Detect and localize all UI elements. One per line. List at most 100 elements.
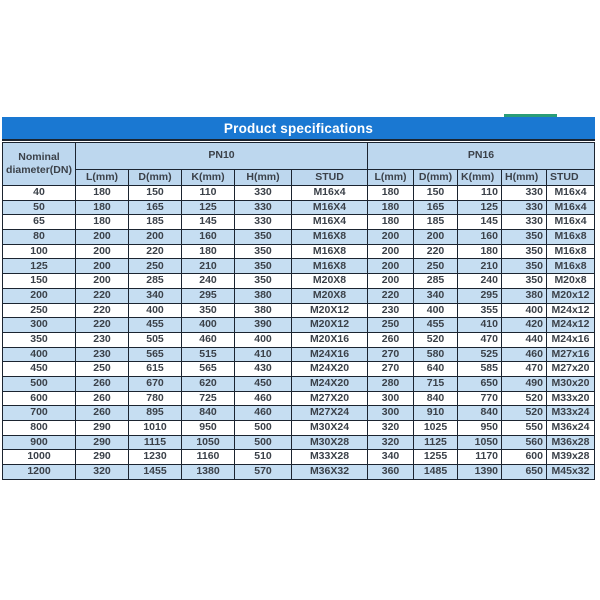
pn16-stud-cell: M20x8 [546,273,595,289]
pn10-l-cell: 180 [75,214,129,231]
pn16-h-cell: 380 [501,287,547,304]
pn16-h-cell: 460 [501,346,547,363]
pn10-stud-cell: M16X4 [291,199,368,216]
pn16-h-cell: 330 [501,199,547,216]
table-row: 900 290 1115 1050 500 M30X28 320 1125 1050 560 M36… [2,434,595,451]
pn10-l-cell: 220 [75,287,129,304]
pn10-k-cell: 400 [181,317,235,333]
pn10-stud-cell: M27X20 [291,390,368,407]
pn10-stud-cell: M24X20 [291,375,368,392]
table-row: 100 200 220 180 350 M16X8 200 220 180 350 M16x8 [2,243,595,260]
pn16-d-cell: 285 [413,273,458,289]
pn16-h-cell: 400 [501,302,547,319]
pn10-h-cell: 380 [234,302,292,319]
pn10-k-cell: 840 [181,405,235,421]
pn10-k-cell: 210 [181,258,235,275]
pn10-h-cell: 460 [234,390,292,407]
pn10-group-header: PN10 [75,142,368,170]
pn16-k-cell: 840 [457,405,502,421]
table-row: 1000 290 1230 1160 510 M33X28 340 1255 1170 600 M3… [2,449,595,466]
pn16-k-cell: 1170 [457,449,502,466]
dn-cell: 250 [2,302,76,319]
pn16-d-cell: 400 [413,302,458,319]
pn10-l-cell: 260 [75,405,129,421]
pn16-l-cell: 270 [367,361,414,377]
dn-cell: 600 [2,390,76,407]
dn-cell: 500 [2,375,76,392]
pn16-l-cell: 220 [367,287,414,304]
pn10-k-cell: 110 [181,185,235,201]
pn10-l-cell: 220 [75,317,129,333]
pn10-stud-header: STUD [291,169,368,186]
pn16-h-cell: 560 [501,434,547,451]
pn16-d-cell: 200 [413,229,458,245]
pn16-l-cell: 340 [367,449,414,466]
table-row: 600 260 780 725 460 M27X20 300 840 770 520 M33x20 [2,390,595,407]
pn10-h-cell: 430 [234,361,292,377]
pn16-d-cell: 185 [413,214,458,231]
pn16-stud-cell: M16x8 [546,229,595,245]
pn16-k-cell: 355 [457,302,502,319]
pn10-h-cell: 570 [234,464,292,480]
pn16-l-cell: 300 [367,390,414,407]
pn10-d-cell: 1115 [128,434,182,451]
pn10-h-cell: 390 [234,317,292,333]
pn10-stud-cell: M36X32 [291,464,368,480]
table-row: 500 260 670 620 450 M24X20 280 715 650 490 M30x20 [2,375,595,392]
dn-cell: 400 [2,346,76,363]
pn16-d-cell: 715 [413,375,458,392]
pn10-d-cell: 400 [128,302,182,319]
pn16-h-cell: 490 [501,375,547,392]
pn10-l-cell: 180 [75,199,129,216]
pn10-h-cell: 330 [234,199,292,216]
pn16-d-cell: 840 [413,390,458,407]
pn10-l-cell: 320 [75,464,129,480]
pn10-stud-cell: M16X4 [291,214,368,231]
pn16-stud-cell: M24x12 [546,302,595,319]
sub-header-row: L(mm) D(mm) K(mm) H(mm) STUD L(mm) D(mm)… [3,169,595,186]
dn-cell: 65 [2,214,76,231]
pn16-k-cell: 180 [457,243,502,260]
table-row: 80 200 200 160 350 M16X8 200 200 160 350 M16x8 [2,229,595,245]
pn16-stud-cell: M33x20 [546,390,595,407]
pn10-d-cell: 455 [128,317,182,333]
pn16-l-cell: 200 [367,273,414,289]
pn16-stud-cell: M27x16 [546,346,595,363]
pn16-l-cell: 270 [367,346,414,363]
pn10-h-cell: 460 [234,405,292,421]
pn16-l-cell: 250 [367,317,414,333]
pn10-stud-cell: M16X8 [291,243,368,260]
pn10-d-cell: 1230 [128,449,182,466]
pn16-d-cell: 1125 [413,434,458,451]
dn-cell: 150 [2,273,76,289]
pn10-d-cell: 780 [128,390,182,407]
pn10-h-header: H(mm) [234,169,292,186]
pn16-k-cell: 585 [457,361,502,377]
pn10-k-cell: 565 [181,361,235,377]
pn16-h-cell: 550 [501,420,547,436]
pn10-l-cell: 180 [75,185,129,201]
pn10-d-cell: 565 [128,346,182,363]
pn10-h-cell: 400 [234,331,292,348]
pn16-group-header: PN16 [367,142,595,170]
pn10-l-cell: 260 [75,375,129,392]
pn16-h-cell: 330 [501,185,547,201]
pn16-d-cell: 250 [413,258,458,275]
pn16-k-cell: 160 [457,229,502,245]
pn16-h-cell: 350 [501,243,547,260]
pn16-stud-cell: M36x28 [546,434,595,451]
spec-table-head: Nominal diameter(DN) PN10 PN16 L(mm) D(m… [2,142,595,186]
pn16-h-cell: 440 [501,331,547,348]
dn-cell: 700 [2,405,76,421]
pn10-k-cell: 1160 [181,449,235,466]
pn10-l-cell: 290 [75,420,129,436]
pn16-stud-cell: M36x24 [546,420,595,436]
pn10-stud-cell: M20X8 [291,273,368,289]
dn-cell: 1200 [2,464,76,480]
pn16-d-cell: 1485 [413,464,458,480]
table-row: 150 200 285 240 350 M20X8 200 285 240 350 M20x8 [2,273,595,289]
pn16-l-cell: 260 [367,331,414,348]
pn10-stud-cell: M16X8 [291,258,368,275]
pn16-k-cell: 110 [457,185,502,201]
pn16-k-cell: 650 [457,375,502,392]
